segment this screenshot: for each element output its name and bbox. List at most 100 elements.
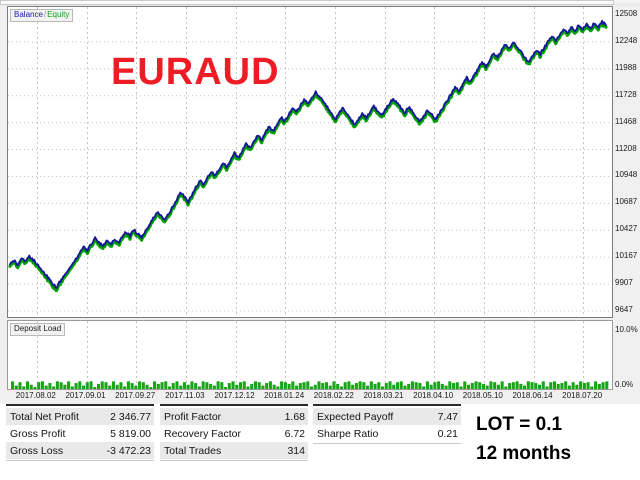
deposit-load-bar <box>167 386 172 389</box>
deposit-load-bar <box>478 382 482 389</box>
date-tick: 2017.08.02 <box>15 391 56 400</box>
deposit-load-bar <box>272 384 276 389</box>
deposit-load-bar <box>560 383 564 389</box>
deposit-load-tick-top: 10.0% <box>615 325 638 334</box>
deposit-load-bar <box>366 385 370 389</box>
deposit-load-bar <box>190 381 194 389</box>
lot-annotation: LOT = 0.1 <box>476 414 563 435</box>
deposit-load-bar <box>18 382 22 389</box>
deposit-load-chart[interactable]: Deposit Load <box>7 320 613 390</box>
date-tick: 2017.09.27 <box>115 391 156 400</box>
stat-key: Gross Loss <box>10 444 64 457</box>
stat-value: 6.72 <box>284 427 305 440</box>
deposit-load-axis: 10.0% 0.0% <box>613 318 640 392</box>
deposit-load-bar <box>343 382 347 389</box>
stat-key: Recovery Factor <box>164 427 242 440</box>
deposit-load-bar <box>85 382 89 389</box>
deposit-load-bar <box>67 381 71 389</box>
price-axis: 12508 12248 11988 11728 11468 11208 10948 10687… <box>613 6 640 318</box>
deposit-load-bar <box>328 385 332 389</box>
series-line-equity <box>8 21 608 293</box>
deposit-load-bar <box>336 383 340 389</box>
date-tick: 2018.05.10 <box>462 391 503 400</box>
date-tick: 2017.09.01 <box>65 391 106 400</box>
stat-key: Total Trades <box>164 444 222 457</box>
deposit-load-bar <box>164 381 168 389</box>
deposit-load-bar <box>238 382 243 389</box>
chart-series <box>8 19 608 293</box>
deposit-load-bar <box>171 383 175 389</box>
deposit-load-bar <box>104 382 108 389</box>
horizontal-scrollbar[interactable] <box>0 0 640 6</box>
deposit-load-bar <box>250 383 254 389</box>
stats-block-ratios: Expected Payoff 7.47 Sharpe Ratio 0.21 <box>313 404 461 444</box>
deposit-load-gridlines <box>37 321 584 389</box>
deposit-load-bar <box>182 382 186 389</box>
deposit-load-bar <box>493 382 497 389</box>
deposit-load-bar <box>515 381 519 389</box>
deposit-load-tick-bottom: 0.0% <box>615 380 634 389</box>
stats-bottom-divider <box>160 460 308 461</box>
deposit-load-bar <box>283 382 287 389</box>
deposit-load-bar <box>48 383 52 389</box>
legend-equity-label: Equity <box>47 10 70 19</box>
deposit-load-bar <box>55 381 59 389</box>
stats-bottom-divider <box>6 460 154 461</box>
deposit-load-bar <box>33 387 37 389</box>
deposit-load-bar <box>123 386 127 389</box>
deposit-load-bar <box>556 383 560 389</box>
deposit-load-bar <box>141 382 145 389</box>
symbol-annotation: EURAUD <box>111 51 280 93</box>
stat-value: 314 <box>287 444 305 457</box>
deposit-load-bar <box>194 383 198 389</box>
deposit-load-bar <box>287 383 291 389</box>
deposit-load-bar <box>597 383 601 389</box>
deposit-load-bar <box>209 383 213 389</box>
deposit-load-bar <box>153 381 157 389</box>
stat-row: Gross Loss -3 472.23 <box>6 442 154 459</box>
price-tick: 11468 <box>615 116 637 126</box>
deposit-load-bar <box>265 383 269 389</box>
stat-value: 7.47 <box>437 410 458 423</box>
deposit-load-bar <box>418 383 422 389</box>
deposit-load-bar <box>306 381 310 389</box>
deposit-load-bar <box>96 383 101 389</box>
deposit-load-bar <box>134 385 138 389</box>
deposit-load-bar <box>571 382 575 389</box>
deposit-load-label: Deposit Load <box>10 323 66 336</box>
deposit-load-bar <box>422 386 426 389</box>
series-line-balance <box>9 19 607 289</box>
scrollbar-thumb[interactable] <box>0 0 614 5</box>
balance-equity-chart[interactable]: Balance/Equity EURAUD <box>7 6 613 318</box>
deposit-load-bar <box>590 386 594 389</box>
stat-key: Total Net Profit <box>10 410 79 423</box>
price-tick: 9907 <box>615 278 633 288</box>
stats-block-factors: Profit Factor 1.68 Recovery Factor 6.72 Tota… <box>160 404 308 461</box>
deposit-load-bars <box>11 381 609 389</box>
deposit-load-bar <box>519 383 523 389</box>
deposit-load-bar <box>100 381 104 389</box>
deposit-load-bar <box>485 385 489 389</box>
deposit-load-bar <box>466 384 471 389</box>
stat-value: 0.21 <box>437 427 458 440</box>
deposit-load-bar <box>82 385 86 389</box>
deposit-load-bar <box>156 383 160 389</box>
legend-separator: / <box>43 10 47 19</box>
deposit-load-bar <box>130 383 134 389</box>
deposit-load-bar <box>115 384 119 389</box>
stats-bottom-divider <box>313 443 461 444</box>
deposit-load-bar <box>138 381 142 389</box>
deposit-load-bar <box>414 382 418 389</box>
date-tick: 2018.01.24 <box>264 391 305 400</box>
deposit-load-bar <box>89 381 93 389</box>
deposit-load-bar <box>489 381 493 389</box>
deposit-load-bar <box>437 381 441 389</box>
deposit-load-bar <box>276 386 280 389</box>
price-tick: 11988 <box>615 62 637 72</box>
deposit-load-bar <box>605 381 609 389</box>
deposit-load-bar <box>392 384 396 389</box>
deposit-load-bar <box>235 384 239 389</box>
deposit-load-bar <box>44 385 48 389</box>
duration-annotation: 12 months <box>476 443 572 464</box>
